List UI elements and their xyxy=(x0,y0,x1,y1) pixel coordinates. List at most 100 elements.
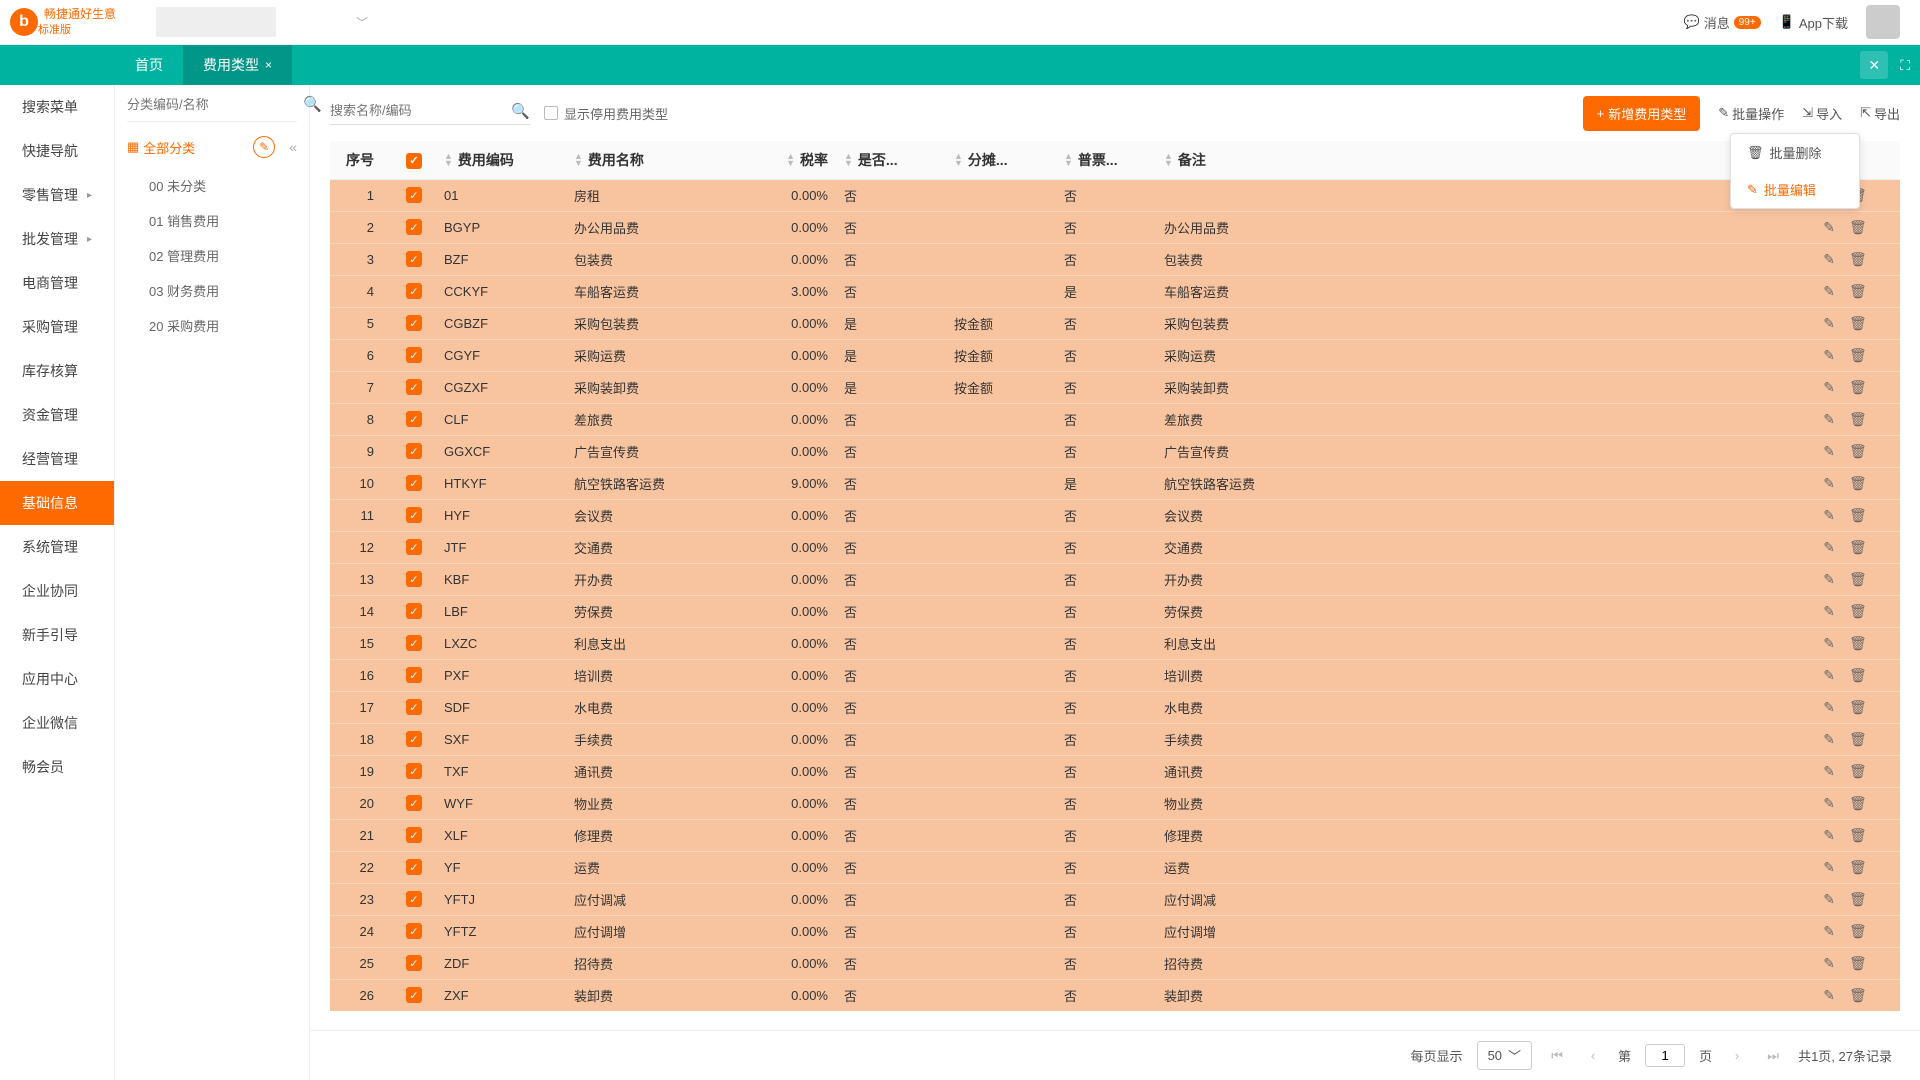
sidebar-item[interactable]: 资金管理 xyxy=(0,393,114,437)
cell-checkbox[interactable] xyxy=(392,627,436,659)
row-edit-button[interactable]: ✎ xyxy=(1823,475,1835,492)
th-index[interactable]: 序号 xyxy=(330,141,392,179)
checkbox-icon[interactable] xyxy=(406,603,422,619)
app-download-link[interactable]: 📱 App下载 xyxy=(1779,13,1848,32)
new-fee-type-button[interactable]: + 新增费用类型 xyxy=(1583,96,1701,131)
table-row[interactable]: 2BGYP办公用品费0.00%否否办公用品费✎🗑 xyxy=(330,211,1900,243)
row-delete-button[interactable]: 🗑 xyxy=(1849,955,1867,972)
row-edit-button[interactable]: ✎ xyxy=(1823,987,1835,1004)
import-button[interactable]: ⇲ 导入 xyxy=(1802,104,1842,123)
category-item[interactable]: 01 销售费用 xyxy=(127,203,297,238)
row-edit-button[interactable]: ✎ xyxy=(1823,763,1835,780)
table-row[interactable]: 5CGBZF采购包装费0.00%是按金额否采购包装费✎🗑 xyxy=(330,307,1900,339)
table-row[interactable]: 14LBF劳保费0.00%否否劳保费✎🗑 xyxy=(330,595,1900,627)
cell-checkbox[interactable] xyxy=(392,275,436,307)
row-delete-button[interactable]: 🗑 xyxy=(1849,667,1867,684)
cell-checkbox[interactable] xyxy=(392,435,436,467)
cell-checkbox[interactable] xyxy=(392,851,436,883)
checkbox-icon[interactable] xyxy=(406,411,422,427)
prev-page-button[interactable]: ‹ xyxy=(1582,1045,1604,1067)
tab-home[interactable]: 首页 xyxy=(115,45,183,85)
row-delete-button[interactable]: 🗑 xyxy=(1849,859,1867,876)
row-delete-button[interactable]: 🗑 xyxy=(1849,795,1867,812)
row-edit-button[interactable]: ✎ xyxy=(1823,923,1835,940)
table-row[interactable]: 23YFTJ应付调减0.00%否否应付调减✎🗑 xyxy=(330,883,1900,915)
table-row[interactable]: 8CLF差旅费0.00%否否差旅费✎🗑 xyxy=(330,403,1900,435)
sidebar-item[interactable]: 系统管理 xyxy=(0,525,114,569)
next-page-button[interactable]: › xyxy=(1726,1045,1748,1067)
cell-checkbox[interactable] xyxy=(392,947,436,979)
checkbox-icon[interactable] xyxy=(406,923,422,939)
checkbox-icon[interactable] xyxy=(406,539,422,555)
row-edit-button[interactable]: ✎ xyxy=(1823,315,1835,332)
row-edit-button[interactable]: ✎ xyxy=(1823,283,1835,300)
table-row[interactable]: 22YF运费0.00%否否运费✎🗑 xyxy=(330,851,1900,883)
row-delete-button[interactable]: 🗑 xyxy=(1849,379,1867,396)
sidebar-item[interactable]: 企业微信 xyxy=(0,701,114,745)
per-page-select[interactable]: 50 ﹀ xyxy=(1477,1041,1532,1070)
row-delete-button[interactable]: 🗑 xyxy=(1849,731,1867,748)
th-bool2[interactable]: ▲▼普票... xyxy=(1056,141,1156,179)
org-selector[interactable] xyxy=(156,7,276,37)
checkbox-icon[interactable] xyxy=(406,251,422,267)
th-bool1[interactable]: ▲▼是否... xyxy=(836,141,946,179)
cell-checkbox[interactable] xyxy=(392,595,436,627)
row-edit-button[interactable]: ✎ xyxy=(1823,507,1835,524)
cell-checkbox[interactable] xyxy=(392,531,436,563)
first-page-button[interactable]: ⏮ xyxy=(1546,1045,1568,1067)
sidebar-item[interactable]: 零售管理▸ xyxy=(0,173,114,217)
cell-checkbox[interactable] xyxy=(392,883,436,915)
cell-checkbox[interactable] xyxy=(392,915,436,947)
row-edit-button[interactable]: ✎ xyxy=(1823,443,1835,460)
table-row[interactable]: 20WYF物业费0.00%否否物业费✎🗑 xyxy=(330,787,1900,819)
cell-checkbox[interactable] xyxy=(392,723,436,755)
sidebar-item[interactable]: 经营管理 xyxy=(0,437,114,481)
row-edit-button[interactable]: ✎ xyxy=(1823,891,1835,908)
checkbox-icon[interactable] xyxy=(406,635,422,651)
row-edit-button[interactable]: ✎ xyxy=(1823,539,1835,556)
row-delete-button[interactable]: 🗑 xyxy=(1849,699,1867,716)
checkbox-icon[interactable] xyxy=(406,315,422,331)
cell-checkbox[interactable] xyxy=(392,371,436,403)
row-delete-button[interactable]: 🗑 xyxy=(1849,539,1867,556)
table-row[interactable]: 24YFTZ应付调增0.00%否否应付调增✎🗑 xyxy=(330,915,1900,947)
row-delete-button[interactable]: 🗑 xyxy=(1849,891,1867,908)
table-row[interactable]: 17SDF水电费0.00%否否水电费✎🗑 xyxy=(330,691,1900,723)
th-rate[interactable]: ▲▼税率 xyxy=(746,141,836,179)
category-item[interactable]: 00 未分类 xyxy=(127,168,297,203)
category-item[interactable]: 20 采购费用 xyxy=(127,308,297,343)
row-delete-button[interactable]: 🗑 xyxy=(1849,283,1867,300)
table-row[interactable]: 6CGYF采购运费0.00%是按金额否采购运费✎🗑 xyxy=(330,339,1900,371)
cell-checkbox[interactable] xyxy=(392,499,436,531)
category-edit-button[interactable]: ✎ xyxy=(253,136,275,158)
checkbox-icon[interactable] xyxy=(406,507,422,523)
th-note[interactable]: ▲▼备注 xyxy=(1156,141,1790,179)
sidebar-item[interactable]: 批发管理▸ xyxy=(0,217,114,261)
table-row[interactable]: 25ZDF招待费0.00%否否招待费✎🗑 xyxy=(330,947,1900,979)
row-edit-button[interactable]: ✎ xyxy=(1823,347,1835,364)
checkbox-icon[interactable] xyxy=(406,699,422,715)
row-edit-button[interactable]: ✎ xyxy=(1823,731,1835,748)
last-page-button[interactable]: ⏭ xyxy=(1762,1045,1784,1067)
row-delete-button[interactable]: 🗑 xyxy=(1849,315,1867,332)
table-row[interactable]: 10HTKYF航空铁路客运费9.00%否是航空铁路客运费✎🗑 xyxy=(330,467,1900,499)
row-delete-button[interactable]: 🗑 xyxy=(1849,411,1867,428)
row-delete-button[interactable]: 🗑 xyxy=(1849,443,1867,460)
category-all[interactable]: ▦ 全部分类 xyxy=(127,138,195,157)
row-edit-button[interactable]: ✎ xyxy=(1823,667,1835,684)
checkbox-icon[interactable] xyxy=(406,347,422,363)
row-edit-button[interactable]: ✎ xyxy=(1823,827,1835,844)
row-edit-button[interactable]: ✎ xyxy=(1823,411,1835,428)
checkbox-icon[interactable] xyxy=(406,763,422,779)
checkbox-icon[interactable] xyxy=(406,795,422,811)
sidebar-item[interactable]: 应用中心 xyxy=(0,657,114,701)
collapse-icon[interactable]: « xyxy=(289,139,297,155)
table-row[interactable]: 11HYF会议费0.00%否否会议费✎🗑 xyxy=(330,499,1900,531)
checkbox-icon[interactable] xyxy=(406,571,422,587)
checkbox-icon[interactable] xyxy=(406,987,422,1003)
row-edit-button[interactable]: ✎ xyxy=(1823,795,1835,812)
table-row[interactable]: 7CGZXF采购装卸费0.00%是按金额否采购装卸费✎🗑 xyxy=(330,371,1900,403)
checkbox-icon[interactable] xyxy=(406,859,422,875)
th-checkbox[interactable] xyxy=(392,141,436,179)
avatar[interactable] xyxy=(1866,5,1900,39)
